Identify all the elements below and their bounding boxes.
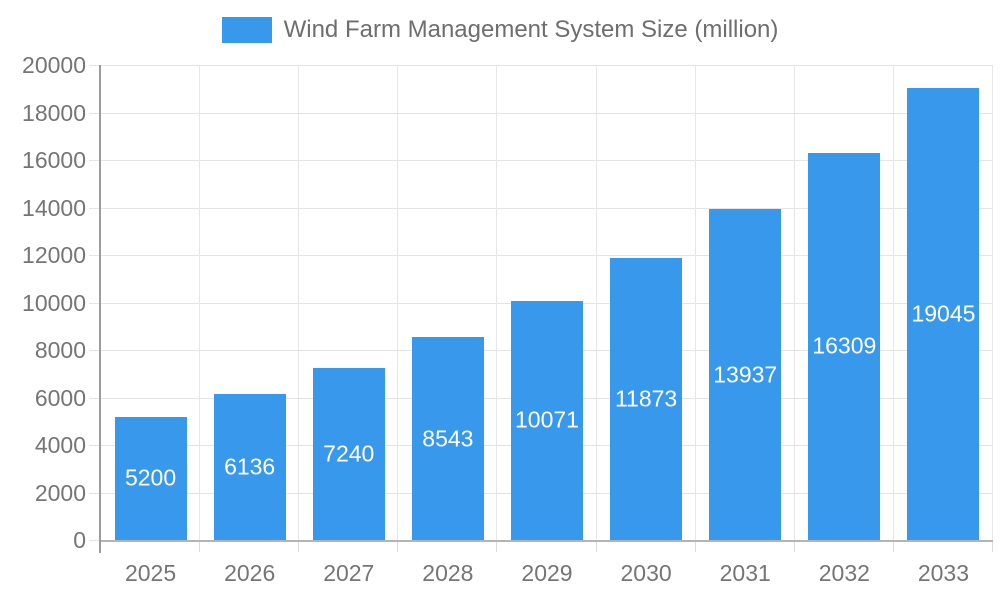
x-gridline [298,65,300,540]
y-tick-mark [89,255,99,256]
legend-label: Wind Farm Management System Size (millio… [283,16,779,43]
bar-value-label: 7240 [323,440,375,467]
bar-value-label: 11873 [614,385,678,412]
x-gridline [199,65,201,540]
y-tick-mark [89,397,99,399]
x-tick-mark [397,542,399,552]
x-tick-mark [793,542,795,552]
y-tick-mark [89,207,99,209]
y-tick-label: 18000 [22,99,86,126]
y-tick-label: 20000 [22,52,86,78]
x-tick-mark [298,542,300,552]
bar-2031[interactable]: 13937 [709,209,782,540]
bar-value-label: 5200 [124,464,177,491]
y-tick-mark [89,302,99,304]
y-gridline [101,207,993,209]
x-gridline [397,65,399,540]
x-gridline [892,65,894,540]
bar-value-label: 13937 [713,361,778,387]
y-tick-mark [89,160,99,161]
y-tick-mark [89,112,99,114]
y-tick-mark [89,350,99,351]
x-tick-mark [694,542,696,552]
y-tick-mark [89,492,99,494]
bar-value-label: 10071 [515,406,579,433]
legend[interactable]: Wind Farm Management System Size (millio… [0,16,1000,44]
bar-2032[interactable]: 16309 [808,152,881,540]
y-gridline [101,112,993,114]
bar-value-label: 19045 [911,300,976,327]
x-tick-mark [496,542,498,552]
bar-value-label: 6136 [224,453,276,480]
x-gridline [992,65,993,540]
y-tick-label: 14000 [22,194,86,221]
bar-2028[interactable]: 8543 [411,337,484,540]
bar-value-label: 8543 [422,425,474,452]
legend-swatch-icon [221,17,272,43]
bar-2027[interactable]: 7240 [312,368,385,540]
y-tick-label: 8000 [34,337,86,363]
plot-area: 5200 6136 7240 8543 10071 11873 13937 16309 1904… [89,65,993,553]
x-tick-label: 2028 [422,560,474,586]
y-axis-extension [99,540,101,553]
y-tick-label: 0 [73,527,86,553]
x-gridline [694,65,696,540]
x-tick-mark [595,542,597,552]
bar-2030[interactable]: 11873 [610,258,683,540]
y-tick-mark [89,540,99,541]
y-tick-label: 16000 [22,147,86,173]
y-tick-mark [89,445,99,446]
x-tick-label: 2026 [224,560,276,586]
y-tick-label: 6000 [34,384,86,411]
y-gridline [101,255,993,256]
x-gridline [793,65,795,540]
x-gridline [595,65,597,540]
x-tick-label: 2029 [521,560,573,586]
x-gridline [496,65,498,540]
x-tick-label: 2030 [620,560,672,586]
y-gridline [101,160,993,161]
y-tick-label: 4000 [34,432,86,458]
y-gridline [101,65,993,66]
y-tick-label: 10000 [22,289,86,316]
bar-2026[interactable]: 6136 [213,394,286,540]
y-tick-label: 12000 [22,242,86,268]
bar-2033[interactable]: 19045 [907,87,980,540]
bar-2029[interactable]: 10071 [511,300,583,540]
x-tick-mark [199,542,201,552]
x-tick-label: 2031 [719,560,771,586]
x-tick-label: 2033 [917,560,970,586]
x-tick-label: 2032 [818,560,870,586]
x-tick-label: 2027 [323,560,375,586]
x-tick-label: 2025 [124,560,177,586]
y-tick-mark [89,65,99,66]
x-tick-mark [992,542,993,552]
bar-2025[interactable]: 5200 [114,416,187,540]
bar-value-label: 16309 [812,332,877,359]
y-tick-label: 2000 [34,479,86,506]
x-tick-mark [892,542,894,552]
